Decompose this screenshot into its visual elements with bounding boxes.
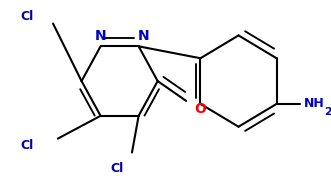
Text: NH: NH [304, 97, 325, 110]
Text: N: N [95, 30, 106, 43]
Text: 2: 2 [324, 107, 331, 117]
Text: Cl: Cl [110, 162, 123, 175]
Text: Cl: Cl [21, 139, 34, 152]
Text: N: N [138, 30, 149, 43]
Text: Cl: Cl [21, 10, 34, 23]
Text: O: O [195, 102, 207, 116]
